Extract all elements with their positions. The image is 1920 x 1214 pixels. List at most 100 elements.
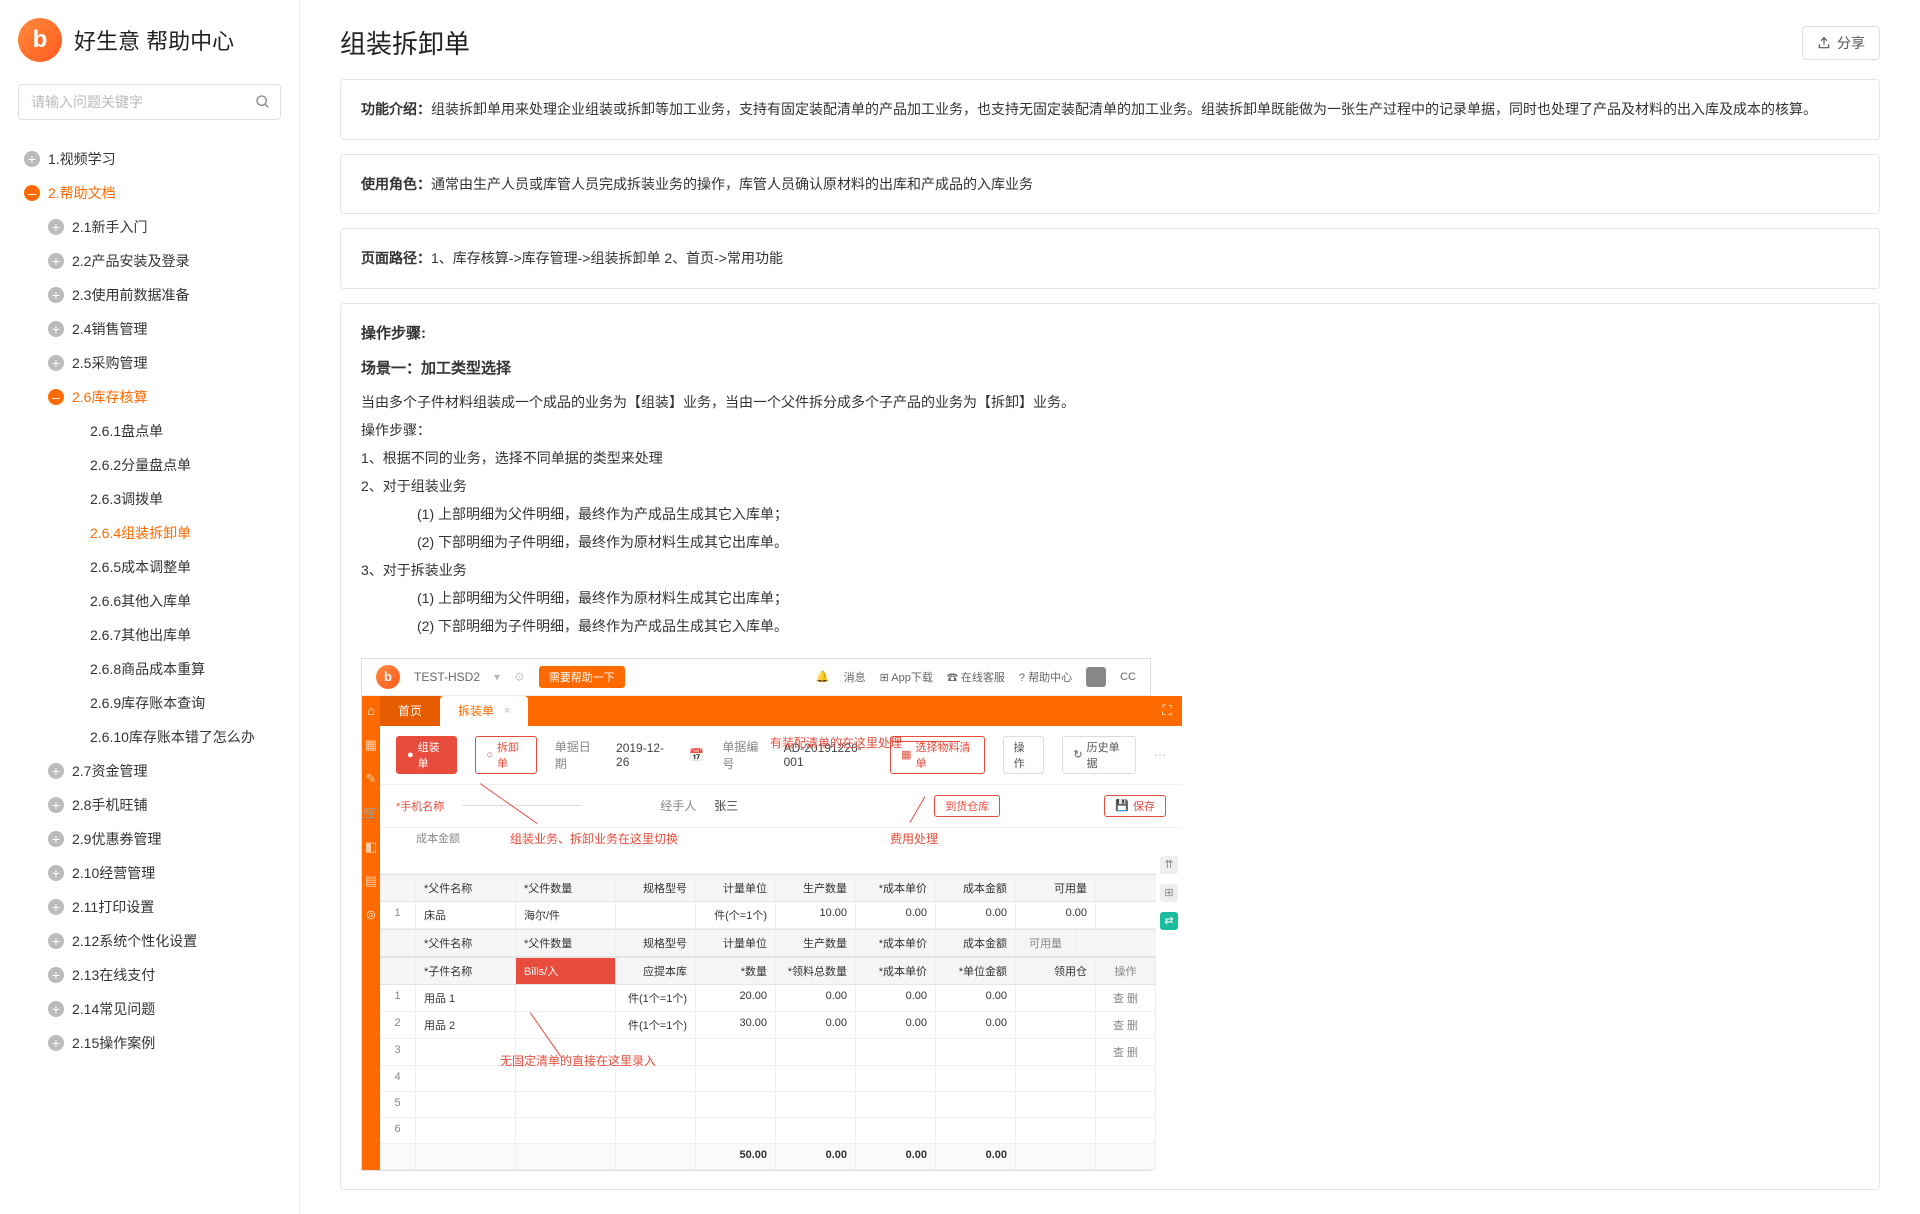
search-input[interactable] — [18, 84, 281, 120]
close-icon: × — [504, 705, 510, 717]
nav-video[interactable]: +1.视频学习 — [18, 142, 299, 176]
main-content: 组装拆卸单 分享 功能介绍：组装拆卸单用来处理企业组装或拆卸等加工业务，支持有固… — [300, 0, 1920, 1214]
nav-2-6-9[interactable]: 2.6.9库存账本查询 — [18, 686, 299, 720]
steps-title: 操作步骤: — [361, 322, 1859, 343]
nav-2-6-8[interactable]: 2.6.8商品成本重算 — [18, 652, 299, 686]
share-button[interactable]: 分享 — [1802, 26, 1880, 60]
date-label: 单据日期 — [555, 738, 598, 772]
shot-tabbar: 首页 拆装单× ⛶ — [380, 696, 1182, 726]
nav-label: 2.11打印设置 — [72, 891, 154, 923]
nav-2-6-10[interactable]: 2.6.10库存账本错了怎么办 — [18, 720, 299, 754]
app-link: ⊞ App下载 — [880, 669, 933, 685]
expand-icon: + — [48, 865, 64, 881]
sidebar: b 好生意 帮助中心 +1.视频学习 –2.帮助文档 +2.1新手入门 +2.2… — [0, 0, 300, 1214]
mini-logo-icon: b — [376, 665, 400, 689]
expand-icon: + — [48, 933, 64, 949]
steps-lead: 操作步骤： — [361, 416, 1859, 444]
tool-icon: ⊞ — [1160, 884, 1178, 902]
expand-icon: + — [48, 797, 64, 813]
expand-icon: + — [48, 1001, 64, 1017]
role-label: 使用角色： — [361, 176, 431, 192]
handler-label: *手机名称 — [396, 798, 444, 814]
tenant-name: TEST-HSD2 — [414, 670, 480, 684]
code-label: 单据编号 — [722, 738, 765, 772]
operator-label: 经手人 — [660, 797, 696, 814]
nav-2-6-4[interactable]: 2.6.4组装拆卸单 — [18, 516, 299, 550]
nav-2-6-3[interactable]: 2.6.3调拨单 — [18, 482, 299, 516]
tool-icon: ⇈ — [1160, 856, 1178, 874]
search — [18, 84, 281, 120]
nav-label: 2.3使用前数据准备 — [72, 279, 189, 311]
tool-icon: ⇄ — [1160, 912, 1178, 930]
nav-label: 2.15操作案例 — [72, 1027, 155, 1059]
expand-icon: + — [48, 831, 64, 847]
step3b: (2) 下部明细为子件明细，最终作为产成品生成其它入库单。 — [361, 612, 1859, 640]
role-text: 通常由生产人员或库管人员完成拆装业务的操作，库管人员确认原材料的出库和产成品的入… — [431, 176, 1033, 192]
search-icon[interactable] — [255, 94, 271, 110]
annotation-bom: 有装配清单的在这里处理 — [770, 734, 902, 751]
nav-2-12[interactable]: +2.12系统个性化设置 — [18, 924, 299, 958]
nav-2-6[interactable]: –2.6库存核算 — [18, 380, 299, 414]
intro-card: 功能介绍：组装拆卸单用来处理企业组装或拆卸等加工业务，支持有固定装配清单的产品加… — [340, 79, 1880, 140]
nav-2-11[interactable]: +2.11打印设置 — [18, 890, 299, 924]
expand-icon: + — [48, 321, 64, 337]
chevron-down-icon: ▾ — [494, 670, 500, 684]
msg-link: 消息 — [844, 669, 866, 685]
nav-2-6-5[interactable]: 2.6.5成本调整单 — [18, 550, 299, 584]
shot-canvas: 首页 拆装单× ⛶ ● 组装单 ○ 拆卸单 单据日期 2019-12-26📅 单… — [380, 696, 1182, 1170]
step2a: (1) 上部明细为父件明细，最终作为产成品生成其它入库单； — [361, 500, 1859, 528]
nav-2-7[interactable]: +2.7资金管理 — [18, 754, 299, 788]
step2: 2、对于组装业务 — [361, 472, 1859, 500]
more-icon: ⋯ — [1154, 748, 1166, 762]
type-disassemble-pill: ○ 拆卸单 — [475, 736, 536, 774]
nav-label: 2.13在线支付 — [72, 959, 155, 991]
logo-icon: b — [18, 18, 62, 62]
step1: 1、根据不同的业务，选择不同单据的类型来处理 — [361, 444, 1859, 472]
nav-label: 2.帮助文档 — [48, 177, 116, 209]
nav-2-8[interactable]: +2.8手机旺铺 — [18, 788, 299, 822]
nav-2-6-2[interactable]: 2.6.2分量盘点单 — [18, 448, 299, 482]
nav-2-9[interactable]: +2.9优惠券管理 — [18, 822, 299, 856]
expand-icon: + — [48, 287, 64, 303]
op-button: 操作 — [1003, 736, 1045, 774]
home-icon: ⌂ — [362, 702, 380, 720]
gear-icon: ⚙ — [514, 670, 525, 684]
expand-icon: + — [48, 1035, 64, 1051]
nav-label: 2.14常见问题 — [72, 993, 155, 1025]
nav-2-6-1[interactable]: 2.6.1盘点单 — [18, 414, 299, 448]
intro-label: 功能介绍： — [361, 101, 431, 117]
nav-label: 2.8手机旺铺 — [72, 789, 147, 821]
nav-2-6-7[interactable]: 2.6.7其他出库单 — [18, 618, 299, 652]
nav-2-13[interactable]: +2.13在线支付 — [18, 958, 299, 992]
rail-icon: ▤ — [362, 872, 380, 890]
nav-2-1[interactable]: +2.1新手入门 — [18, 210, 299, 244]
nav-label: 2.2产品安装及登录 — [72, 245, 189, 277]
history-button: ↻ 历史单据 — [1062, 736, 1136, 774]
step3: 3、对于拆装业务 — [361, 556, 1859, 584]
rail-icon: ⊚ — [362, 906, 380, 924]
nav-2-5[interactable]: +2.5采购管理 — [18, 346, 299, 380]
expand-icon: + — [48, 219, 64, 235]
nav-2-3[interactable]: +2.3使用前数据准备 — [18, 278, 299, 312]
nav-2-6-6[interactable]: 2.6.6其他入库单 — [18, 584, 299, 618]
rail-icon: ✎ — [362, 770, 380, 788]
rail-icon: ◧ — [362, 838, 380, 856]
rail-icon: ▦ — [362, 736, 380, 754]
nav-label: 2.1新手入门 — [72, 211, 147, 243]
step2b: (2) 下部明细为子件明细，最终作为原材料生成其它出库单。 — [361, 528, 1859, 556]
nav-label: 1.视频学习 — [48, 143, 116, 175]
nav-2-14[interactable]: +2.14常见问题 — [18, 992, 299, 1026]
date-value: 2019-12-26 — [616, 741, 671, 769]
nav-2-4[interactable]: +2.4销售管理 — [18, 312, 299, 346]
expand-icon: + — [48, 253, 64, 269]
save-button: 💾 保存 — [1104, 795, 1166, 817]
annotation-fee: 费用处理 — [890, 830, 938, 847]
nav-doc[interactable]: –2.帮助文档 — [18, 176, 299, 210]
nav-2-2[interactable]: +2.2产品安装及登录 — [18, 244, 299, 278]
nav-2-15[interactable]: +2.15操作案例 — [18, 1026, 299, 1060]
role-card: 使用角色：通常由生产人员或库管人员完成拆装业务的操作，库管人员确认原材料的出库和… — [340, 154, 1880, 215]
page-title: 组装拆卸单 — [340, 24, 470, 61]
operator-value: 张三 — [714, 797, 738, 814]
nav-2-10[interactable]: +2.10经营管理 — [18, 856, 299, 890]
expand-icon: + — [48, 899, 64, 915]
